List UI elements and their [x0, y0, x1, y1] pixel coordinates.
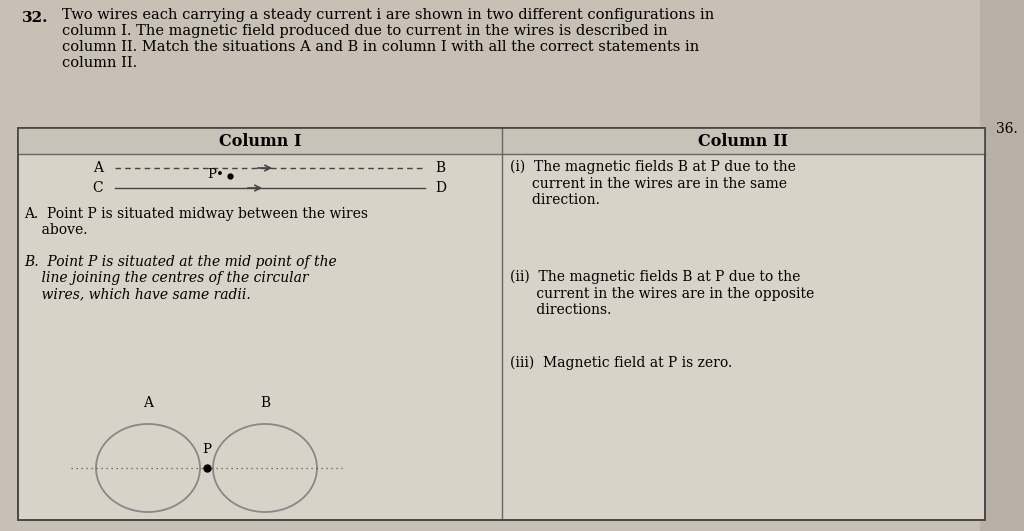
Text: (i)  The magnetic fields B at P due to the
     current in the wires are in the : (i) The magnetic fields B at P due to th… [510, 160, 796, 207]
Text: B.  Point P is situated at the mid point of the
    line joining the centres of : B. Point P is situated at the mid point … [24, 255, 337, 302]
Text: Column I: Column I [219, 133, 301, 150]
Text: A: A [93, 161, 103, 175]
Text: B: B [260, 396, 270, 410]
Text: D: D [435, 181, 446, 195]
Text: 36.: 36. [996, 122, 1018, 136]
Text: 32.: 32. [22, 11, 48, 25]
Text: column I. The magnetic field produced due to current in the wires is described i: column I. The magnetic field produced du… [62, 24, 668, 38]
Text: P: P [202, 443, 211, 456]
Text: Two wires each carrying a steady current i are shown in two different configurat: Two wires each carrying a steady current… [62, 8, 715, 22]
Text: P•: P• [207, 168, 224, 182]
Text: (iii)  Magnetic field at P is zero.: (iii) Magnetic field at P is zero. [510, 356, 732, 371]
Text: (ii)  The magnetic fields B at P due to the
      current in the wires are in th: (ii) The magnetic fields B at P due to t… [510, 270, 814, 317]
Text: C: C [92, 181, 103, 195]
Text: Column II: Column II [698, 133, 788, 150]
Text: B: B [435, 161, 445, 175]
Text: column II.: column II. [62, 56, 137, 70]
Bar [18, 128, 985, 520]
Bar [18, 128, 985, 520]
Bar [18, 128, 985, 154]
Text: column II. Match the situations A and B in column I with all the correct stateme: column II. Match the situations A and B … [62, 40, 699, 54]
Text: A.  Point P is situated midway between the wires
    above.: A. Point P is situated midway between th… [24, 207, 368, 237]
Text: A: A [143, 396, 153, 410]
